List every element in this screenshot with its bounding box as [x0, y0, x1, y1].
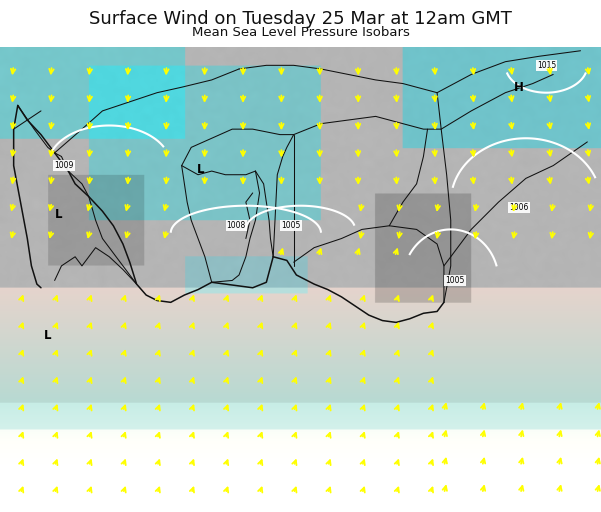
Text: Mean Sea Level Pressure Isobars: Mean Sea Level Pressure Isobars: [192, 26, 409, 38]
Text: Surface Wind on Tuesday 25 Mar at 12am GMT: Surface Wind on Tuesday 25 Mar at 12am G…: [89, 10, 512, 28]
Text: 1008: 1008: [227, 221, 246, 230]
Text: 1006: 1006: [510, 203, 529, 212]
Text: L: L: [55, 208, 63, 221]
Text: H: H: [514, 81, 524, 94]
Text: 1009: 1009: [55, 161, 74, 170]
Text: 1015: 1015: [537, 61, 556, 70]
Text: L: L: [44, 329, 52, 342]
Text: L: L: [197, 163, 204, 176]
Text: 1005: 1005: [445, 276, 465, 285]
Text: 1005: 1005: [281, 221, 300, 230]
